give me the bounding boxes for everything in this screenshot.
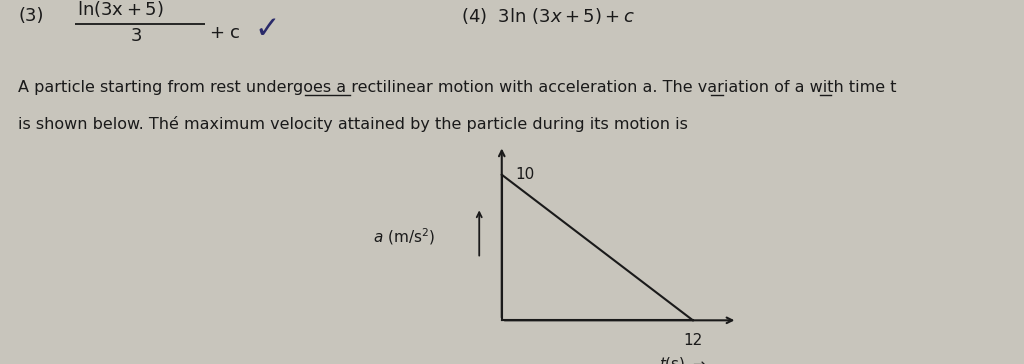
Text: 10: 10 (515, 167, 535, 182)
Text: $a\ \mathrm{(m/s^2)}$: $a\ \mathrm{(m/s^2)}$ (374, 226, 435, 247)
Text: $\mathregular{+\ c}$: $\mathregular{+\ c}$ (209, 24, 241, 42)
Text: 12: 12 (683, 333, 702, 348)
Text: (3): (3) (18, 7, 44, 25)
Text: A particle starting from rest undergoes a rectilinear motion with acceleration a: A particle starting from rest undergoes … (18, 80, 897, 95)
Text: $t\mathrm{(s)}\ \rightarrow$: $t\mathrm{(s)}\ \rightarrow$ (658, 355, 707, 364)
Text: $\mathregular{3}$: $\mathregular{3}$ (130, 27, 142, 46)
Text: ✓: ✓ (254, 15, 280, 44)
Text: $(4)$  $3\mathrm{ln}\ (3x + 5) + c$: $(4)$ $3\mathrm{ln}\ (3x + 5) + c$ (461, 7, 635, 26)
Text: is shown below. Thé maximum velocity attained by the particle during its motion: is shown below. Thé maximum velocity at… (18, 116, 688, 132)
Text: $\mathregular{ln(3x+5)}$: $\mathregular{ln(3x+5)}$ (77, 0, 164, 19)
